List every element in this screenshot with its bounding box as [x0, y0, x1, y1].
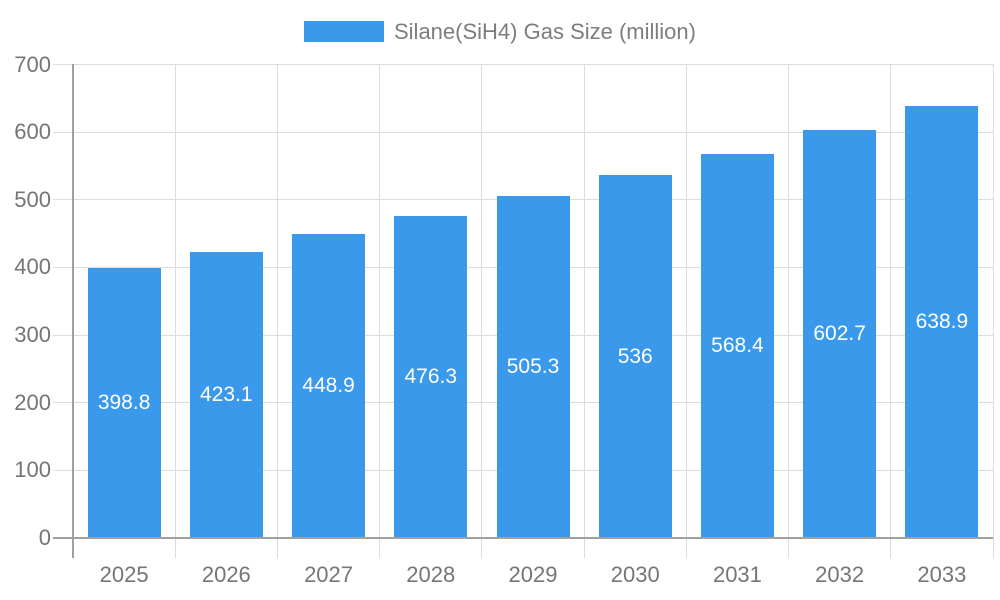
bar[interactable]: [803, 130, 877, 538]
bar-value-label: 536: [617, 344, 653, 368]
y-axis-tick-label: 300: [14, 322, 51, 348]
x-axis-line: [53, 537, 993, 539]
bar[interactable]: [598, 175, 672, 538]
bar-value-label: 448.9: [302, 374, 355, 398]
bar[interactable]: [394, 215, 468, 538]
x-axis-tick-label: 2028: [406, 562, 456, 587]
bar-value-label: 602.7: [813, 322, 866, 346]
y-axis-line: [72, 64, 74, 558]
v-gridline: [481, 64, 483, 558]
bar-value-label: 505.3: [506, 355, 560, 379]
v-gridline: [992, 64, 994, 558]
h-gridline: [53, 131, 993, 133]
bar-value-label: 638.9: [915, 309, 969, 333]
x-axis-tick-label: 2032: [815, 562, 865, 587]
y-axis-tick-label: 200: [14, 389, 51, 415]
bar-value-label: 476.3: [404, 364, 458, 388]
y-axis-tick-label: 500: [14, 186, 51, 212]
bar[interactable]: [292, 234, 366, 538]
y-axis-tick-label: 600: [14, 119, 51, 145]
x-axis-tick-label: 2027: [304, 562, 354, 587]
y-axis-tick-label: 100: [14, 457, 51, 483]
v-gridline: [890, 64, 892, 558]
bar[interactable]: [496, 196, 570, 538]
bar[interactable]: [189, 251, 263, 538]
x-axis-tick-label: 2025: [99, 562, 149, 587]
v-gridline: [685, 64, 687, 558]
x-axis-tick-label: 2029: [508, 562, 558, 587]
bar[interactable]: [700, 153, 774, 538]
y-axis-tick-label: 0: [38, 525, 51, 550]
v-gridline: [174, 64, 176, 558]
bar-value-label: 568.4: [711, 333, 764, 357]
bar[interactable]: [87, 268, 161, 538]
v-gridline: [379, 64, 381, 558]
x-axis-tick-label: 2033: [917, 562, 967, 587]
chart-legend[interactable]: Silane(SiH4) Gas Size (million): [0, 18, 1000, 44]
legend-label: Silane(SiH4) Gas Size (million): [394, 18, 696, 44]
x-axis-tick-label: 2031: [712, 562, 762, 587]
y-axis-tick-label: 700: [14, 51, 51, 77]
h-gridline: [53, 64, 993, 65]
v-gridline: [583, 64, 585, 558]
bar-value-label: 398.8: [97, 391, 151, 415]
v-gridline: [276, 64, 278, 558]
x-axis-tick-label: 2026: [201, 562, 251, 587]
y-axis-tick-label: 400: [14, 254, 51, 280]
v-gridline: [788, 64, 790, 558]
bar[interactable]: [905, 105, 979, 538]
bar-value-label: 423.1: [200, 382, 253, 406]
legend-swatch: [304, 21, 384, 42]
x-axis-tick-label: 2030: [610, 562, 660, 587]
